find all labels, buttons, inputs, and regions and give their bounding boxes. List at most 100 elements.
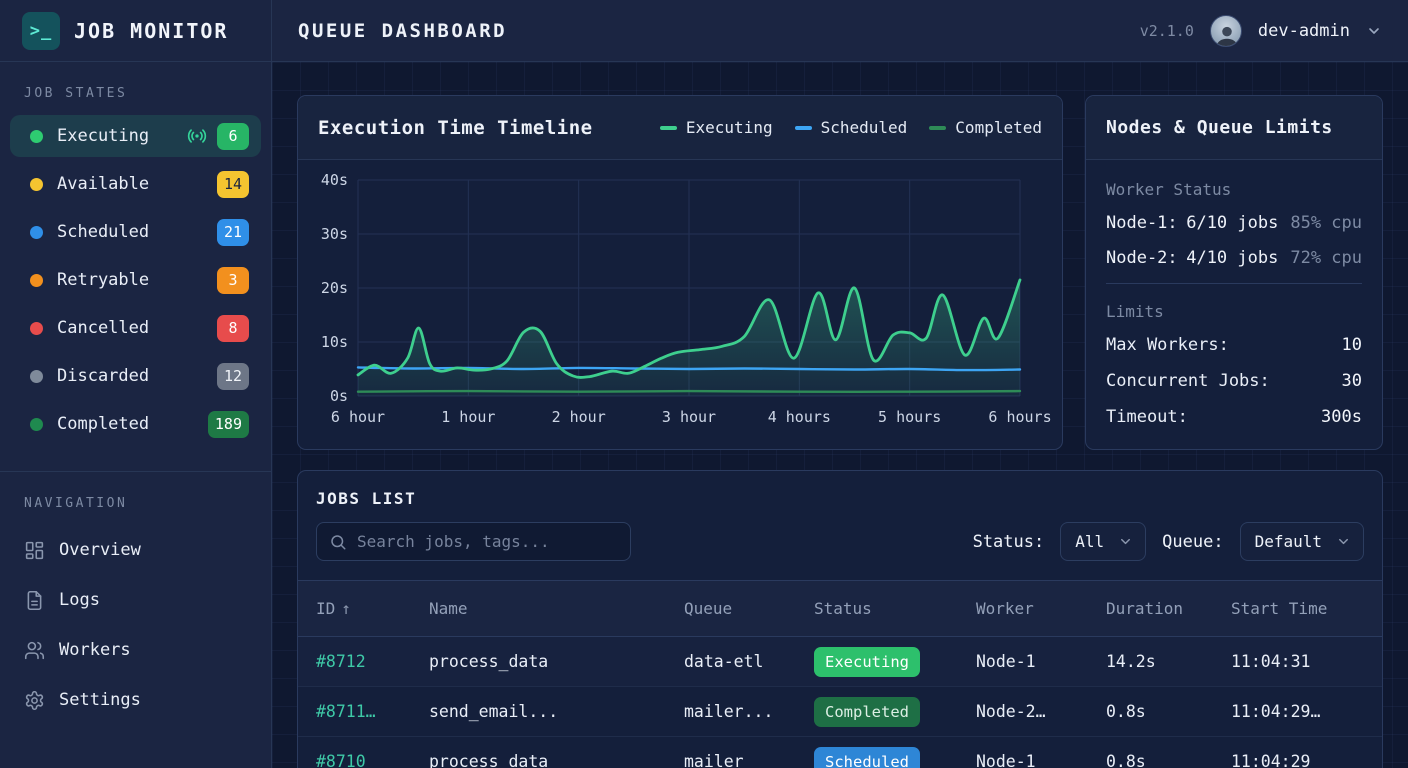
grid-icon (24, 540, 45, 561)
legend-label: Completed (955, 118, 1042, 137)
worker-status-label: Worker Status (1106, 180, 1232, 199)
users-icon (24, 640, 45, 661)
topbar: QUEUE DASHBOARD v2.1.0 dev-admin (272, 0, 1408, 62)
terminal-glyph: >_ (29, 20, 53, 41)
terminal-logo-icon: >_ (22, 11, 60, 50)
state-dot (30, 417, 43, 431)
state-dot (30, 177, 43, 191)
jobs-table-header: ID ↑ Name Queue Status Worker Duration Start Ti… (298, 580, 1382, 637)
nav-item-label: Workers (59, 640, 131, 660)
legend-dash (794, 125, 812, 130)
series-line-completed (358, 391, 1020, 392)
sidebar-state-cancelled[interactable]: Cancelled 8 (10, 307, 261, 349)
legend-item-scheduled[interactable]: Scheduled (794, 118, 907, 137)
sidebar-state-completed[interactable]: Completed 189 (10, 403, 261, 445)
limit-row: Concurrent Jobs: 30 (1106, 371, 1362, 391)
limit-label: Concurrent Jobs: (1106, 371, 1270, 391)
state-dot (30, 129, 43, 143)
state-label: Available (57, 174, 150, 194)
legend-item-completed[interactable]: Completed (929, 118, 1042, 137)
jobs-list-card: JOBS LIST Status: All (297, 470, 1383, 768)
sidebar-state-available[interactable]: Available 14 (10, 163, 261, 205)
x-tick-label: 6 hours (988, 408, 1052, 426)
column-header-name[interactable]: Name (429, 599, 468, 618)
page-title: QUEUE DASHBOARD (298, 19, 508, 42)
cell-job-id[interactable]: #8712 (316, 652, 366, 671)
person-icon (1216, 26, 1238, 46)
nav-item-settings[interactable]: Settings (0, 675, 271, 725)
state-dot (30, 225, 43, 239)
state-count-badge: 12 (216, 362, 249, 390)
state-count-badge: 3 (217, 266, 249, 294)
x-tick-label: 3 hour (661, 408, 717, 426)
table-row[interactable]: #8711… send_email... mailer... Completed Nod… (298, 687, 1382, 737)
state-label: Executing (57, 126, 150, 146)
column-header-queue[interactable]: Queue (684, 599, 733, 618)
x-tick-label: 2 hour (551, 408, 606, 426)
queue-filter-select[interactable]: Default (1239, 522, 1364, 561)
legend-dash (659, 125, 677, 130)
table-row[interactable]: #8710 process_data mailer Scheduled Node-1 0.… (298, 737, 1382, 768)
app-title: JOB MONITOR (74, 18, 229, 43)
y-tick-label: 20s (320, 279, 348, 297)
sidebar-state-scheduled[interactable]: Scheduled 21 (10, 211, 261, 253)
state-label: Scheduled (57, 222, 150, 242)
status-filter-label: Status: (972, 531, 1045, 552)
worker-cpu: 72% cpu (1290, 248, 1362, 268)
cell-job-name: send_email... (429, 702, 559, 721)
search-icon (329, 533, 347, 551)
worker-cpu: 85% cpu (1290, 213, 1362, 233)
cell-duration: 0.8s (1106, 702, 1146, 721)
cell-status: Scheduled (814, 746, 976, 768)
table-row[interactable]: #8712 process_data data-etl Executing Node-1… (298, 637, 1382, 687)
sidebar-state-retryable[interactable]: Retryable 3 (10, 259, 261, 301)
nav-item-label: Logs (59, 590, 100, 610)
grid-icon (25, 541, 44, 559)
user-avatar[interactable] (1209, 14, 1242, 47)
legend-item-executing[interactable]: Executing (659, 118, 773, 137)
job-states-section-label: JOB STATES (24, 86, 128, 101)
timeline-chart (358, 180, 1020, 396)
user-menu-chevron-down-icon[interactable] (1366, 23, 1382, 39)
queue-filter-label: Queue: (1162, 531, 1224, 552)
username-label: dev-admin (1257, 20, 1350, 41)
jobs-search-input[interactable] (357, 532, 618, 551)
column-header-duration[interactable]: Duration (1106, 599, 1184, 618)
sidebar-state-executing[interactable]: Executing 6 (10, 115, 261, 157)
worker-status-row: Node-2: 4/10 jobs 72% cpu (1106, 248, 1362, 268)
x-axis: 6 hour 1 hour 2 hour 3 hour 4 hours 5 hours 6 … (331, 404, 1052, 434)
column-header-status[interactable]: Status (814, 599, 872, 618)
limit-label: Max Workers: (1106, 335, 1229, 355)
cell-job-id[interactable]: #8711… (316, 702, 376, 721)
chevron-down-icon (1336, 534, 1351, 549)
chart-title: Execution Time Timeline (318, 116, 593, 139)
status-badge-executing: Executing (814, 646, 920, 677)
x-tick-label: 5 hours (878, 408, 942, 426)
worker-status-list: Node-1: 6/10 jobs 85% cpu Node-2: 4/10 jobs 7… (1106, 213, 1362, 268)
state-dot (30, 273, 43, 287)
cell-start-time: 11:04:29 (1231, 752, 1311, 768)
column-header-id[interactable]: ID ↑ (316, 599, 351, 618)
users-icon (24, 641, 45, 659)
cell-job-name: process_data (429, 652, 549, 671)
state-count-badge: 21 (216, 218, 249, 246)
limits-list: Max Workers: 10 Concurrent Jobs: 30 Timeout:… (1106, 335, 1362, 427)
version-label: v2.1.0 (1139, 21, 1194, 40)
worker-name: Node-2: (1106, 248, 1178, 268)
status-filter-select[interactable]: All (1060, 522, 1147, 561)
worker-jobs: 4/10 jobs (1186, 248, 1279, 268)
cell-job-id[interactable]: #8710 (316, 752, 366, 768)
navigation-section-label: NAVIGATION (24, 496, 128, 511)
live-icon (187, 129, 207, 143)
nav-item-overview[interactable]: Overview (0, 525, 271, 575)
nav-item-logs[interactable]: Logs (0, 575, 271, 625)
y-axis: 0s 10s 20s 30s 40s (312, 171, 358, 405)
jobs-table-body: #8712 process_data data-etl Executing Node-1… (298, 637, 1382, 768)
column-header-start-time[interactable]: Start Time (1231, 599, 1328, 618)
sidebar-state-discarded[interactable]: Discarded 12 (10, 355, 261, 397)
nav-item-workers[interactable]: Workers (0, 625, 271, 675)
status-badge-scheduled: Scheduled (814, 746, 920, 768)
job-states-list: Executing 6 Available 14 Scheduled 21 Retryabl… (0, 115, 271, 445)
column-header-worker[interactable]: Worker (976, 599, 1034, 618)
